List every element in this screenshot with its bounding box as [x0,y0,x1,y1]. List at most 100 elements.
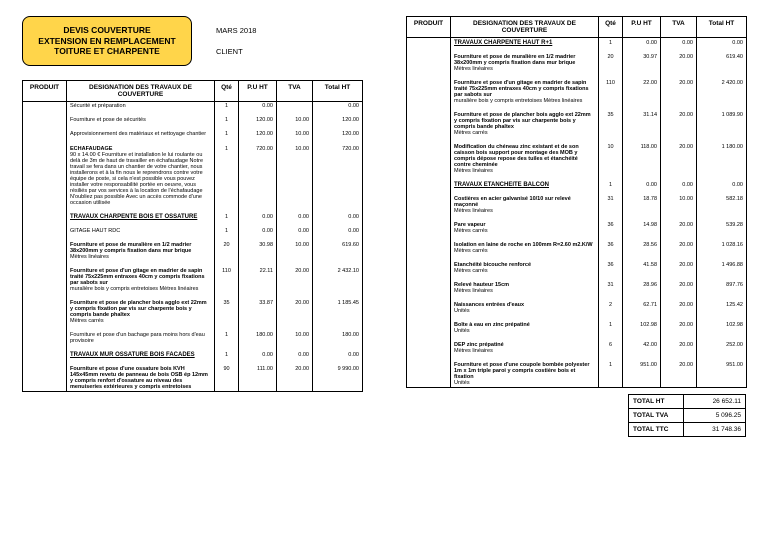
cell-tva: 20.00 [661,142,697,175]
cell-tva: 20.00 [661,340,697,355]
cell-tva: 10.00 [277,144,313,207]
cell-qte: 1 [215,212,239,221]
table-row: Modification du chéneau zinc existant et… [407,142,747,175]
cell-tva: 20.00 [661,360,697,388]
cell-qte: 1 [215,144,239,207]
cell-total: 120.00 [313,116,363,125]
cell-designation: TRAVAUX ETANCHEITE BALCON [451,180,599,189]
cell-qte: 6 [599,340,623,355]
cell-tva: 20.00 [661,110,697,137]
cell-produit [407,280,451,295]
cell-produit [23,364,67,392]
cell-pu: 102.98 [623,320,661,335]
table-row: Fourniture et pose de sécurités1120.0010… [23,116,363,125]
cell-qte: 1 [215,350,239,359]
cell-pu: 28.56 [623,240,661,255]
cell-produit [407,38,451,48]
total-ttc-label: TOTAL TTC [629,423,684,437]
col-designation: DESIGNATION DES TRAVAUX DE COUVERTURE [451,17,599,38]
cell-pu: 18.78 [623,194,661,215]
cell-produit [23,226,67,235]
cell-produit [23,101,67,111]
col-total: Total HT [697,17,747,38]
cell-total: 0.00 [697,180,747,189]
cell-produit [23,116,67,125]
cell-qte: 20 [599,52,623,73]
col-designation: DESIGNATION DES TRAVAUX DE COUVERTURE [67,80,215,101]
cell-tva: 20.00 [661,300,697,315]
cell-pu: 0.00 [623,38,661,48]
cell-total: 619.40 [697,52,747,73]
cell-designation: Fourniture et pose d'un gitage en madrie… [451,78,599,105]
cell-tva: 20.00 [661,260,697,275]
cell-designation: Fourniture et pose d'une ossature bois K… [67,364,215,392]
total-ttc-value: 31 748.36 [683,423,745,437]
cell-qte: 1 [599,38,623,48]
cell-total: 1 089.90 [697,110,747,137]
table-row: DEP zinc prépatinéMètres linéaires642.00… [407,340,747,355]
table-row: Approvisionnement des matériaux et netto… [23,130,363,139]
cell-tva: 10.00 [277,116,313,125]
cell-designation: Etanchéité bicouche renforcéMètres carré… [451,260,599,275]
cell-qte: 36 [599,220,623,235]
cell-produit [407,300,451,315]
cell-produit [407,110,451,137]
cell-produit [23,240,67,261]
table-row: Boîte à eau en zinc prépatinéUnités1102.… [407,320,747,335]
table-row: Fourniture et pose d'un gitage en madrie… [407,78,747,105]
cell-tva: 20.00 [277,298,313,325]
cell-total: 619.60 [313,240,363,261]
cell-qte: 1 [215,330,239,345]
table-row: ECHAFAUDAGE90 x 14.00 € Fourniture et in… [23,144,363,207]
cell-qte: 36 [599,240,623,255]
quote-table-left: PRODUIT DESIGNATION DES TRAVAUX DE COUVE… [22,80,363,392]
cell-qte: 36 [599,260,623,275]
table-row: TRAVAUX CHARPENTE HAUT R+110.000.000.00 [407,38,747,48]
cell-tva: 0.00 [277,226,313,235]
table-row: Fourniture et pose d'une ossature bois K… [23,364,363,392]
cell-pu: 0.00 [239,226,277,235]
col-produit: PRODUIT [23,80,67,101]
cell-designation: Costières en acier galvanisé 10/10 sur r… [451,194,599,215]
cell-total: 120.00 [313,130,363,139]
col-pu: P.U HT [623,17,661,38]
table-row: Costières en acier galvanisé 10/10 sur r… [407,194,747,215]
table-row: TRAVAUX ETANCHEITE BALCON10.000.000.00 [407,180,747,189]
table-row: Relevé hauteur 15cmMètres linéaires3128.… [407,280,747,295]
table-row: Etanchéité bicouche renforcéMètres carré… [407,260,747,275]
cell-total: 2 432.10 [313,266,363,293]
cell-qte: 1 [599,320,623,335]
cell-designation: Boîte à eau en zinc prépatinéUnités [451,320,599,335]
cell-qte: 2 [599,300,623,315]
cell-qte: 35 [599,110,623,137]
cell-designation: Fourniture et pose d'une coupole bombée … [451,360,599,388]
cell-pu: 720.00 [239,144,277,207]
cell-total: 1 180.00 [697,142,747,175]
cell-total: 180.00 [313,330,363,345]
header-row: PRODUIT DESIGNATION DES TRAVAUX DE COUVE… [23,80,363,101]
cell-total: 582.18 [697,194,747,215]
table-row: TRAVAUX MUR OSSATURE BOIS FACADES10.000.… [23,350,363,359]
cell-produit [407,194,451,215]
total-tva-row: TOTAL TVA 5 096.25 [629,409,746,423]
cell-designation: Pare vapeurMètres carrés [451,220,599,235]
total-tva-label: TOTAL TVA [629,409,684,423]
meta-block: MARS 2018 CLIENT [216,16,256,62]
table-row: Naissances entrées d'eauxUnités262.7120.… [407,300,747,315]
cell-produit [407,320,451,335]
col-total: Total HT [313,80,363,101]
cell-total: 897.76 [697,280,747,295]
cell-designation: Fourniture et pose de plancher bois aggl… [67,298,215,325]
cell-designation: Isolation en laine de roche en 100mm R=2… [451,240,599,255]
cell-total: 9 990.00 [313,364,363,392]
cell-designation: Relevé hauteur 15cmMètres linéaires [451,280,599,295]
header-row: PRODUIT DESIGNATION DES TRAVAUX DE COUVE… [407,17,747,38]
cell-tva: 0.00 [277,350,313,359]
cell-tva: 10.00 [661,194,697,215]
col-produit: PRODUIT [407,17,451,38]
cell-designation: GITAGE HAUT RDC [67,226,215,235]
cell-produit [23,298,67,325]
cell-designation: Fourniture et pose d'un gitage en madrie… [67,266,215,293]
cell-qte: 1 [599,180,623,189]
table-row: Pare vapeurMètres carrés3614.9820.00539.… [407,220,747,235]
